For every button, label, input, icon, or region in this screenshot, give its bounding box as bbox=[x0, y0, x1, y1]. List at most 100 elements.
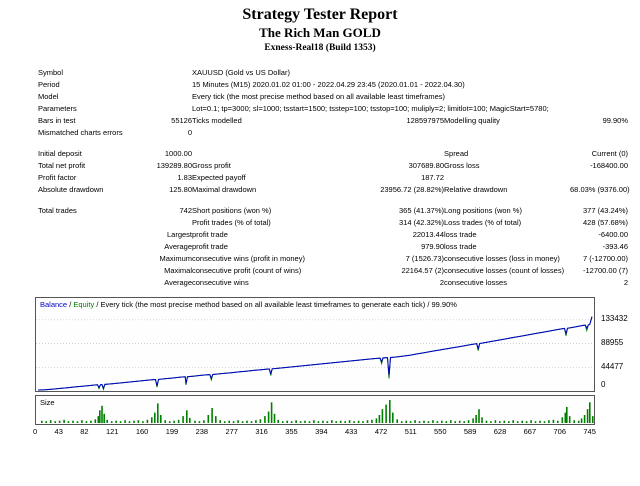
size-bar bbox=[322, 420, 324, 423]
size-bar bbox=[530, 420, 532, 423]
y-axis-label: 133432 bbox=[601, 314, 628, 324]
size-bar bbox=[58, 420, 61, 423]
x-axis-label: 43 bbox=[54, 427, 63, 436]
value-cell: 365 (41.37%) bbox=[398, 206, 445, 215]
value-cell: Current (0) bbox=[591, 149, 629, 158]
spacer-cell bbox=[38, 139, 628, 148]
label-cell: loss trade bbox=[444, 230, 477, 239]
x-axis-label: 472 bbox=[374, 427, 388, 436]
size-bar bbox=[494, 420, 497, 423]
size-bar bbox=[198, 421, 201, 423]
label-cell: Total trades bbox=[38, 206, 77, 215]
x-axis-label: 238 bbox=[195, 427, 209, 436]
size-bar bbox=[331, 420, 333, 423]
value-cell: -393.46 bbox=[602, 242, 629, 251]
size-bar bbox=[396, 419, 398, 423]
size-panel-box: Size bbox=[35, 395, 595, 425]
value-cell bbox=[150, 217, 192, 229]
value-cell: 68.03% (9376.00) bbox=[570, 185, 630, 194]
table-row: Model Every tick (the most precise method… bbox=[38, 91, 628, 103]
size-bar bbox=[76, 421, 79, 423]
size-bar bbox=[157, 403, 159, 423]
label-cell bbox=[444, 172, 570, 184]
size-bar bbox=[110, 421, 113, 423]
label-cell: consecutive profit (count of wins) bbox=[192, 266, 302, 275]
size-bar bbox=[259, 419, 262, 423]
size-bar bbox=[72, 420, 74, 423]
size-bar bbox=[445, 421, 448, 423]
value-cell: -168400.00 bbox=[590, 161, 629, 170]
size-bar bbox=[237, 420, 239, 423]
size-bar bbox=[295, 420, 297, 423]
x-axis-label: 667 bbox=[523, 427, 537, 436]
spacer-row bbox=[38, 139, 628, 148]
balance-line bbox=[37, 316, 593, 391]
label-cell: Loss trades (% of total) bbox=[444, 218, 522, 227]
size-bar bbox=[552, 419, 555, 423]
size-bar bbox=[472, 418, 474, 423]
size-bar bbox=[97, 416, 100, 423]
spacer-cell bbox=[38, 196, 628, 205]
x-axis-label: 316 bbox=[255, 427, 268, 436]
value-cell: 979.90 bbox=[421, 242, 445, 251]
size-bar bbox=[481, 417, 483, 424]
size-bar bbox=[400, 421, 403, 423]
y-axis-label: 88955 bbox=[601, 338, 624, 348]
size-bar bbox=[232, 421, 235, 423]
table-row: Symbol XAUUSD (Gold vs US Dollar) bbox=[38, 67, 628, 79]
size-bar bbox=[392, 412, 394, 423]
value-cell: Average bbox=[164, 278, 193, 287]
value-cell: -6400.00 bbox=[598, 230, 629, 239]
size-bar bbox=[267, 411, 270, 423]
label-cell: Relative drawdown bbox=[444, 185, 508, 194]
size-bar bbox=[223, 421, 226, 423]
value-cell: 0 bbox=[187, 128, 193, 137]
size-bar bbox=[454, 421, 456, 423]
balance-chart: Balance / Equity / Every tick (the most … bbox=[35, 297, 640, 392]
size-bar bbox=[366, 420, 369, 423]
size-bar bbox=[124, 420, 126, 423]
label-cell: Bars in test bbox=[38, 116, 76, 125]
value-cell: 99.90% bbox=[602, 116, 629, 125]
x-axis-label: 199 bbox=[165, 427, 179, 436]
equity-line bbox=[37, 316, 593, 391]
table-row: Total net profit 139289.80 Gross profit 307… bbox=[38, 160, 628, 172]
value-cell: 139289.80 bbox=[156, 161, 193, 170]
label-cell: profit trade bbox=[192, 230, 228, 239]
size-bar bbox=[146, 419, 149, 423]
size-bar bbox=[101, 405, 103, 424]
value-cell: 1000.00 bbox=[164, 149, 193, 158]
label-cell: Gross profit bbox=[192, 161, 231, 170]
table-row: Average profit trade 979.90 loss trade -393.… bbox=[38, 241, 628, 253]
value-cell: 307689.80 bbox=[408, 161, 445, 170]
legend-equity-label: Equity bbox=[73, 300, 95, 309]
size-bar bbox=[299, 421, 302, 423]
size-bar bbox=[414, 420, 416, 423]
size-bar bbox=[592, 416, 594, 423]
value-cell: 742 bbox=[179, 206, 193, 215]
label-cell: Initial deposit bbox=[38, 149, 82, 158]
size-bar bbox=[304, 420, 306, 423]
value-cell: Maximal bbox=[164, 266, 193, 275]
x-axis-label: 511 bbox=[404, 427, 417, 436]
table-row: Parameters Lot=0.1; tp=3000; sl=1000; tss… bbox=[38, 103, 628, 115]
report-header: Strategy Tester Report The Rich Man GOLD… bbox=[0, 6, 640, 53]
size-bar bbox=[168, 421, 171, 423]
size-bar bbox=[589, 402, 591, 423]
x-axis-label: 745 bbox=[583, 427, 596, 436]
size-bar bbox=[564, 412, 567, 423]
size-bar bbox=[255, 420, 257, 423]
table-row: Maximum consecutive wins (profit in money… bbox=[38, 253, 629, 265]
size-bar bbox=[186, 410, 188, 423]
table-row: Largest profit trade 22013.44 loss trade -64… bbox=[38, 229, 628, 241]
size-bar bbox=[485, 420, 488, 423]
x-axis-label: 589 bbox=[463, 427, 477, 436]
size-bar bbox=[499, 421, 501, 423]
value-cell: 22164.57 (2) bbox=[401, 266, 445, 275]
label-cell: consecutive losses (loss in money) bbox=[444, 254, 560, 263]
label-cell: Profit factor bbox=[38, 173, 77, 182]
size-bar bbox=[49, 420, 52, 423]
value-cell: 125.80 bbox=[169, 185, 193, 194]
label-cell bbox=[38, 265, 150, 277]
size-bar bbox=[133, 420, 135, 423]
